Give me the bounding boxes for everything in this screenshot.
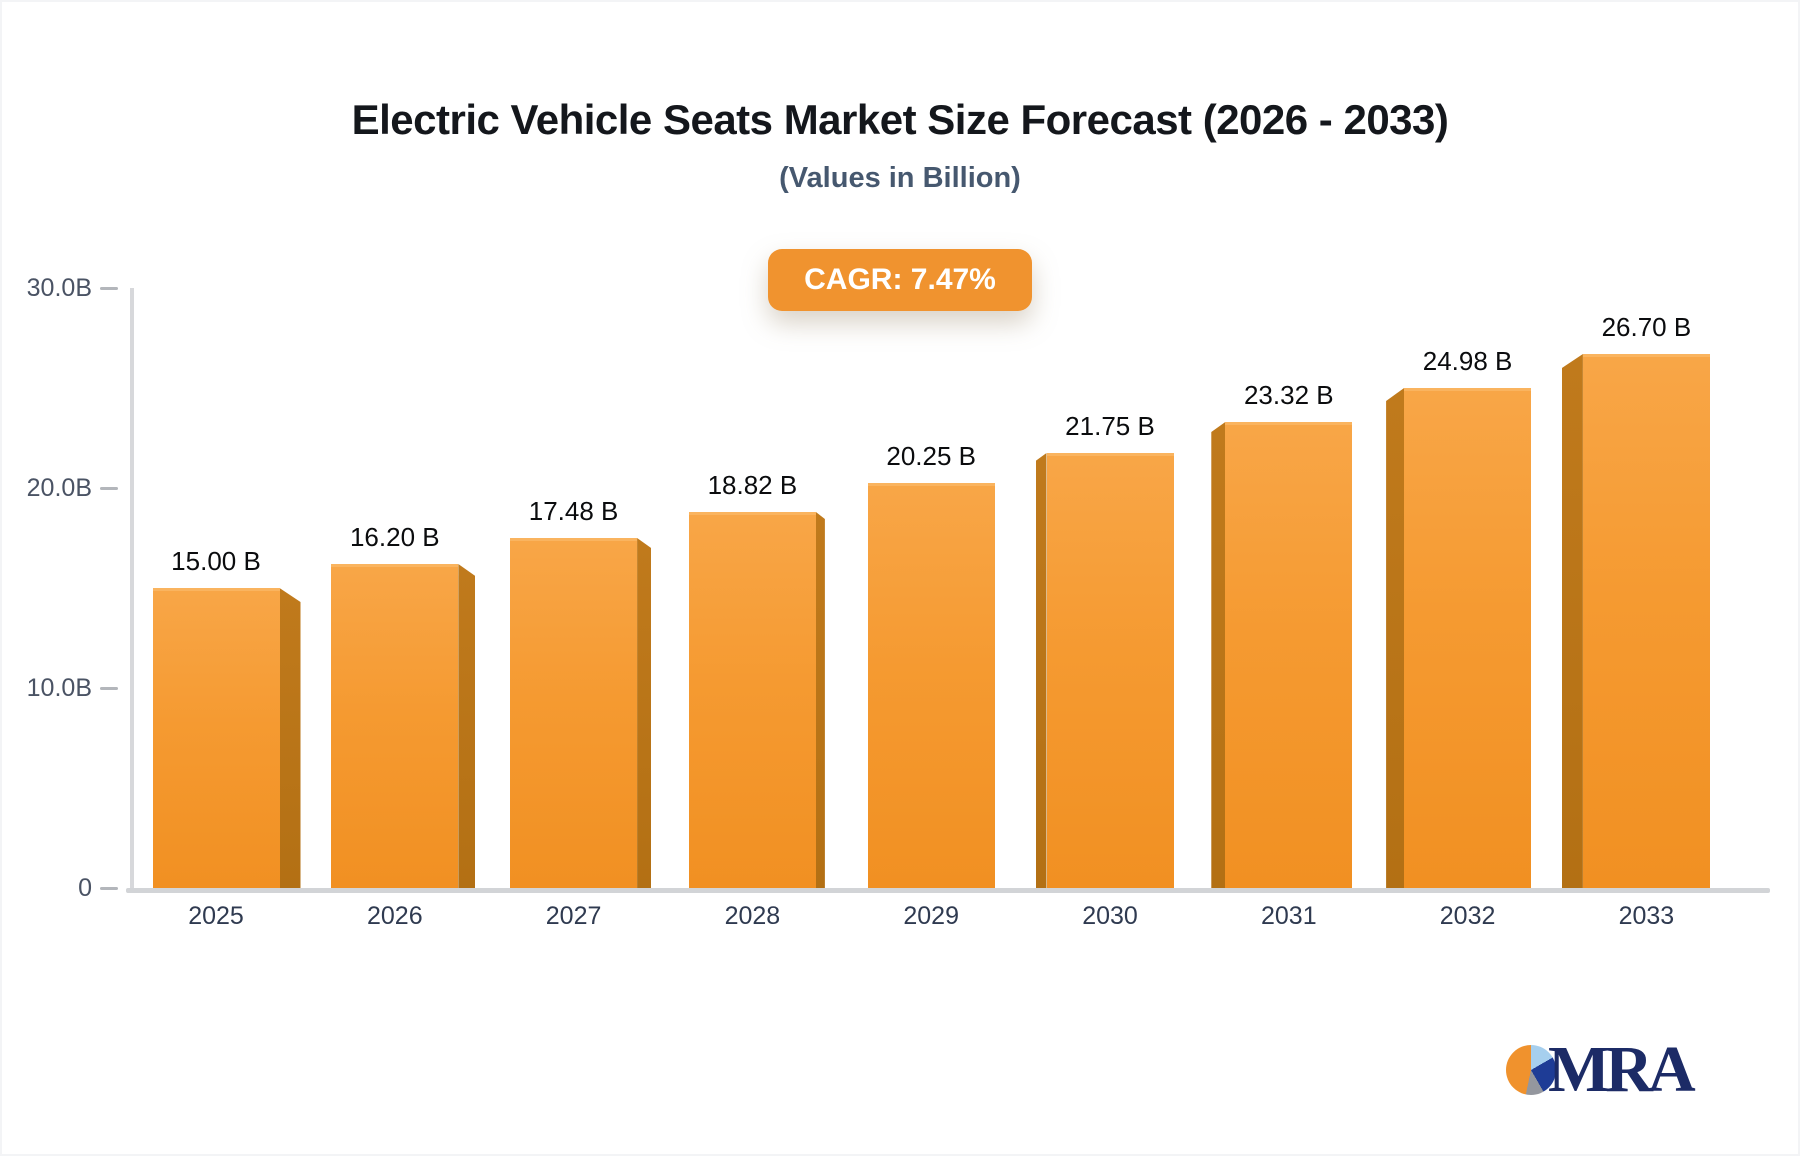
chart-title: Electric Vehicle Seats Market Size Forec… [351,96,1449,143]
bar-front-face [688,512,816,888]
x-axis-label: 2027 [545,902,602,930]
bar-side-face [637,538,652,888]
x-axis-label: 2029 [903,902,959,930]
y-axis-line [130,288,134,888]
bar-side-face [1035,453,1047,888]
bar-2029[interactable] [867,483,995,888]
x-axis-line [126,888,1770,893]
x-axis-label: 2025 [188,902,244,930]
bar-side-face [1386,388,1405,888]
bar-front-face [510,538,638,888]
bar-value-label: 17.48 B [528,496,619,526]
bar-value-label: 18.82 B [707,470,798,500]
bar-2032[interactable] [1386,388,1532,888]
x-axis-label: 2028 [724,902,781,930]
bar-front-face [152,588,280,888]
x-axis-label: 2032 [1439,902,1496,930]
bar-side-face [279,588,301,888]
bar-front-face [1582,354,1710,888]
y-tick-label: 30.0B [26,274,92,302]
bar-2031[interactable] [1211,422,1353,888]
bar-2028[interactable] [688,512,825,888]
x-axis-label: 2026 [366,902,423,930]
bar-value-label: 16.20 B [349,522,440,552]
y-tick-mark [100,686,118,690]
bar-value-label: 20.25 B [886,441,976,471]
y-tick-label: 0 [78,874,92,902]
bar-side-face [1211,422,1226,888]
x-axis-label: 2030 [1082,902,1138,930]
bar-side-face [1561,354,1583,888]
y-tick-mark [100,886,118,890]
bar-2033[interactable] [1561,354,1710,888]
y-tick-label: 10.0B [26,674,92,702]
x-axis-label: 2031 [1260,902,1317,930]
cagr-badge-wrap: CAGR: 7.47% [2,249,1798,311]
bar-value-label: 15.00 B [171,546,261,576]
bar-front-face [331,564,459,888]
bar-front-face [1225,422,1353,888]
bar-side-face [458,564,476,888]
bar-front-face [867,483,995,888]
bar-value-label: 26.70 B [1601,312,1692,342]
x-axis-label: 2033 [1618,902,1675,930]
y-tick-label: 20.0B [26,474,92,502]
y-tick-mark [100,286,118,290]
cagr-badge: CAGR: 7.47% [768,249,1032,311]
logo-pie-icon [1506,1045,1556,1095]
y-tick-mark [100,486,118,490]
bar-2025[interactable] [152,588,301,888]
logo-text: MRA [1548,1033,1696,1106]
bar-front-face [1404,388,1532,888]
bar-2027[interactable] [510,538,652,888]
bar-value-label: 21.75 B [1065,411,1155,441]
bar-value-label: 24.98 B [1422,346,1513,376]
bar-2030[interactable] [1035,453,1174,888]
bar-2026[interactable] [331,564,476,888]
bar-value-label: 23.32 B [1243,380,1334,410]
chart-subtitle: (Values in Billion) [779,162,1021,194]
bar-side-face [815,512,825,888]
bar-front-face [1046,453,1174,888]
brand-logo: MRA [1506,1033,1696,1106]
